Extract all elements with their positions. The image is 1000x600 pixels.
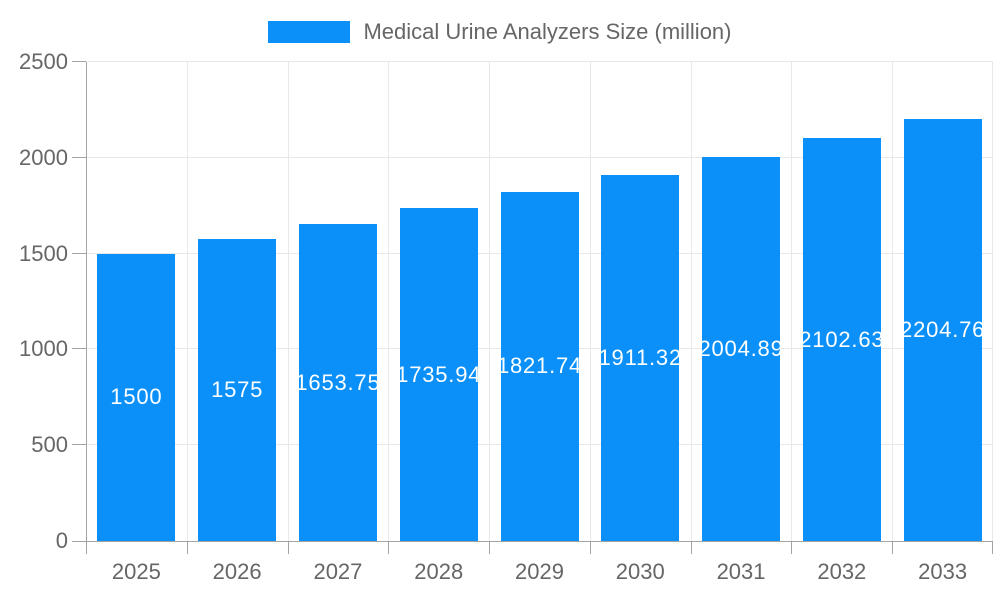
- y-axis-line: [86, 62, 87, 554]
- bar-value-label-2026: 1575: [211, 377, 264, 403]
- y-axis-tick: [72, 541, 86, 542]
- y-axis-tick: [72, 348, 86, 350]
- bar-value-label-2025: 1500: [110, 384, 163, 410]
- x-axis-tick: [791, 541, 792, 554]
- x-tick-label-2030: 2030: [615, 559, 665, 584]
- chart-legend: Medical Urine Analyzers Size (million): [0, 19, 1000, 45]
- gridline-horizontal: [86, 61, 993, 62]
- y-tick-label-1500: 1500: [19, 240, 68, 266]
- y-tick-label-2000: 2000: [19, 144, 68, 170]
- x-axis-tick: [489, 541, 490, 554]
- y-tick-label-2500: 2500: [19, 49, 68, 74]
- y-axis-tick: [72, 444, 86, 446]
- bar-2028[interactable]: 1735.94: [399, 208, 478, 541]
- bar-value-label-2032: 2102.63: [802, 326, 881, 352]
- legend-item[interactable]: Medical Urine Analyzers Size (million): [268, 19, 732, 45]
- x-tick-label-2033: 2033: [918, 559, 968, 584]
- gridline-vertical: [288, 62, 289, 541]
- x-axis-tick: [388, 541, 389, 554]
- bar-2030[interactable]: 1911.32: [601, 174, 680, 541]
- x-axis-tick: [187, 541, 188, 554]
- y-axis-tick: [72, 156, 86, 158]
- x-axis-tick: [288, 541, 289, 554]
- bar-2027[interactable]: 1653.75: [298, 224, 377, 541]
- x-axis-line: [86, 541, 993, 542]
- bar-value-label-2029: 1821.74: [500, 353, 579, 379]
- x-tick-label-2025: 2025: [111, 559, 161, 584]
- x-axis-tick: [590, 541, 591, 554]
- x-tick-label-2029: 2029: [515, 559, 564, 584]
- bar-2031[interactable]: 2004.89: [702, 156, 781, 541]
- gridline-vertical: [388, 62, 389, 541]
- x-axis-tick: [992, 541, 993, 554]
- x-tick-label-2031: 2031: [716, 559, 766, 584]
- bar-2032[interactable]: 2102.63: [802, 138, 881, 541]
- gridline-vertical: [892, 62, 893, 541]
- gridline-vertical: [691, 62, 692, 541]
- bar-2029[interactable]: 1821.74: [500, 191, 579, 541]
- y-tick-label-500: 500: [31, 432, 68, 458]
- x-tick-label-2032: 2032: [817, 559, 867, 584]
- gridline-vertical: [489, 62, 490, 541]
- x-axis-tick: [691, 541, 692, 554]
- bar-value-label-2028: 1735.94: [399, 361, 478, 387]
- x-tick-label-2026: 2026: [212, 559, 262, 584]
- bar-value-label-2030: 1911.32: [601, 344, 680, 370]
- x-axis-tick: [892, 541, 893, 554]
- bar-value-label-2031: 2004.89: [702, 335, 781, 361]
- legend-swatch-icon: [268, 21, 351, 43]
- plot-area: 1500 1575 1653.75 1735.94 1821.74 1911.32 2004…: [86, 61, 993, 554]
- y-axis-tick: [72, 252, 86, 254]
- bar-2025[interactable]: 1500: [97, 253, 176, 541]
- bar-value-label-2033: 2204.76: [903, 316, 982, 342]
- x-tick-label-2028: 2028: [414, 559, 464, 584]
- y-axis-tick: [72, 61, 86, 62]
- legend-label: Medical Urine Analyzers Size (million): [363, 19, 732, 44]
- gridline-vertical: [590, 62, 591, 541]
- gridline-vertical: [187, 62, 188, 541]
- y-tick-label-0: 0: [55, 528, 68, 553]
- gridline-vertical: [992, 62, 993, 541]
- y-tick-label-1000: 1000: [19, 336, 68, 362]
- x-tick-label-2027: 2027: [313, 559, 363, 584]
- bar-value-label-2027: 1653.75: [298, 369, 377, 395]
- gridline-vertical: [791, 62, 792, 541]
- bar-2026[interactable]: 1575: [198, 239, 277, 541]
- bar-2033[interactable]: 2204.76: [903, 118, 982, 541]
